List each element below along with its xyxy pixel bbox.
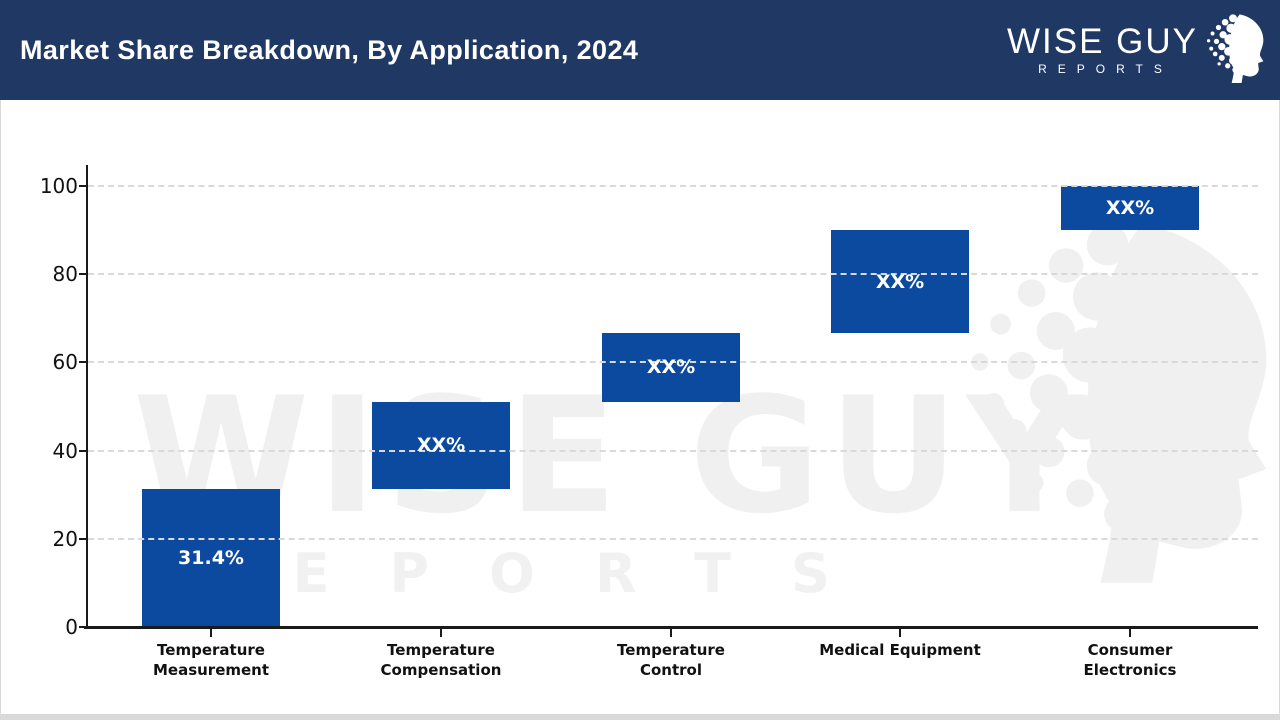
header-bar: Market Share Breakdown, By Application, … xyxy=(0,0,1280,100)
bar-value-label: 31.4% xyxy=(178,546,244,569)
y-tick-mark xyxy=(79,361,88,364)
watermark-head-profile-icon xyxy=(935,165,1280,639)
x-tick-mark xyxy=(1129,629,1131,637)
watermark-subtext: REPORTS xyxy=(191,542,890,605)
y-tick-mark xyxy=(79,185,88,187)
head-profile-logo-icon xyxy=(1200,10,1266,90)
page-title: Market Share Breakdown, By Application, … xyxy=(20,34,639,65)
y-tick-label: 60 xyxy=(52,350,78,375)
x-tick-mark xyxy=(440,629,442,637)
bar-value-label: XX% xyxy=(875,270,925,293)
x-tick-label: Consumer Electronics xyxy=(1083,641,1177,679)
bar xyxy=(1061,186,1199,231)
wise-guy-reports-logo: WISE GUY REPORTS xyxy=(1007,10,1266,90)
y-tick-mark xyxy=(79,449,88,452)
x-tick-label: Medical Equipment xyxy=(819,641,981,659)
y-tick-label: 20 xyxy=(52,526,78,551)
y-tick-label: 0 xyxy=(65,615,78,639)
grid-line xyxy=(88,537,1258,540)
x-tick-label: Temperature Compensation xyxy=(380,641,502,679)
y-tick-label: 100 xyxy=(39,174,78,198)
logo-sub-line: REPORTS xyxy=(1038,62,1173,76)
grid-line xyxy=(88,185,1258,187)
x-tick-mark xyxy=(670,629,672,637)
bar-value-label: XX% xyxy=(1105,197,1155,220)
bar-value-label: XX% xyxy=(646,356,696,379)
x-tick-label: Temperature Control xyxy=(617,641,725,679)
x-axis-line xyxy=(84,626,1258,629)
y-tick-mark xyxy=(79,537,88,540)
y-tick-mark xyxy=(79,273,88,276)
y-tick-label: 40 xyxy=(52,438,78,463)
bar xyxy=(372,401,510,489)
y-tick-mark xyxy=(79,626,88,628)
bar-value-label: XX% xyxy=(416,434,466,457)
x-tick-label: Temperature Measurement xyxy=(152,641,270,679)
y-axis-line xyxy=(86,165,88,629)
x-tick-mark xyxy=(210,629,212,637)
footer-strip xyxy=(0,714,1280,720)
bar xyxy=(602,333,740,402)
bar xyxy=(831,230,969,334)
bar xyxy=(142,488,280,627)
y-tick-label: 80 xyxy=(52,262,78,287)
grid-line xyxy=(88,449,1258,452)
x-tick-mark xyxy=(899,629,901,637)
grid-line xyxy=(88,273,1258,276)
grid-line xyxy=(88,361,1258,364)
logo-name-line: WISE GUY xyxy=(1006,22,1198,61)
logo-text: WISE GUY REPORTS xyxy=(1006,22,1198,77)
